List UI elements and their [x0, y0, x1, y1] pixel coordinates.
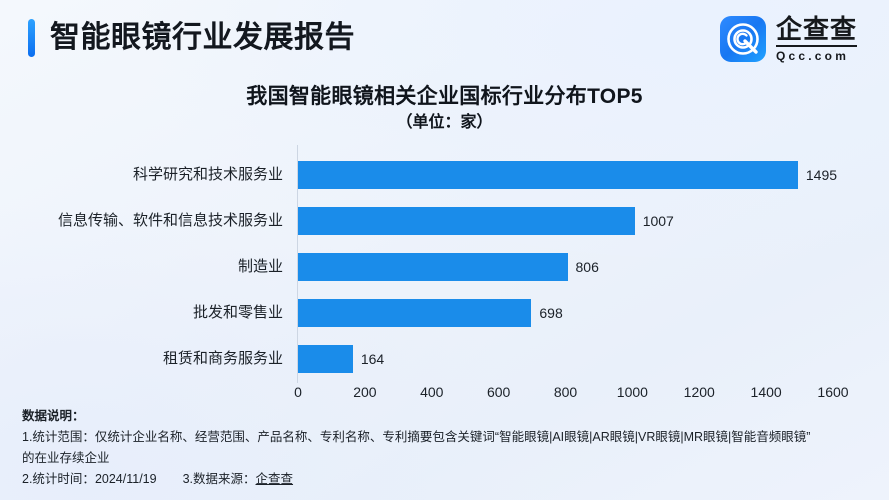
bar-value-label: 1007 — [642, 213, 674, 229]
bar-container: 1495 — [298, 152, 837, 198]
bar-value-label: 1495 — [805, 167, 838, 183]
x-axis-tick-label: 200 — [353, 384, 377, 400]
footer-source-value[interactable]: 企查查 — [255, 472, 294, 486]
x-axis-tick-label: 1600 — [817, 384, 849, 400]
brand-text: 企查查 Qcc.com — [775, 14, 857, 62]
footer-stat-time-label: 2.统计时间： — [22, 472, 95, 486]
bar[interactable] — [298, 207, 635, 235]
x-axis-tick-label: 0 — [294, 384, 302, 400]
bar-row: 制造业 806 — [0, 244, 889, 290]
bar[interactable] — [298, 299, 532, 327]
x-axis-tick-label: 1000 — [616, 384, 648, 400]
y-axis-line — [297, 145, 298, 383]
page-title: 智能眼镜行业发展报告 — [50, 21, 355, 54]
bar-value-label: 806 — [575, 259, 599, 275]
footer-notes: 数据说明： 1.统计范围：仅统计企业名称、经营范围、产品名称、专利名称、专利摘要… — [22, 406, 882, 490]
bar-container: 806 — [298, 244, 599, 290]
bar-value-label: 698 — [539, 305, 563, 321]
x-axis-tick-label: 1400 — [750, 384, 782, 400]
bar[interactable] — [298, 161, 798, 189]
bar-container: 1007 — [298, 198, 674, 244]
chart-title: 我国智能眼镜相关企业国标行业分布TOP5 — [246, 85, 643, 108]
bar-category-label: 科学研究和技术服务业 — [132, 166, 283, 183]
bar[interactable] — [298, 253, 568, 281]
page-header: 智能眼镜行业发展报告 企查查 Qcc.com — [0, 0, 889, 76]
bar-container: 698 — [298, 290, 563, 336]
brand-logo: 企查查 Qcc.com — [719, 14, 857, 62]
brand-name-cn: 企查查 — [775, 14, 857, 44]
x-axis-tick-label: 800 — [553, 384, 578, 400]
bar-category-label: 租赁和商务服务业 — [162, 350, 283, 367]
bar[interactable] — [298, 345, 353, 373]
x-axis: 0 200 400 600 800 1000 1200 1400 1600 — [0, 384, 889, 406]
brand-name-en: Qcc.com — [775, 45, 857, 62]
footer-heading: 数据说明： — [22, 409, 85, 423]
bar-row: 批发和零售业 698 — [0, 290, 889, 336]
footer-stat-time-value: 2024/11/19 — [94, 472, 157, 486]
bar-row: 租赁和商务服务业 164 — [0, 336, 889, 382]
bar-category-label: 信息传输、软件和信息技术服务业 — [57, 212, 283, 229]
bar-chart: 科学研究和技术服务业 1495 信息传输、软件和信息技术服务业 1007 制造业 806 批… — [0, 140, 889, 390]
x-axis-tick-label: 1200 — [683, 384, 715, 400]
bar-container: 164 — [298, 336, 384, 382]
x-axis-tick-label: 600 — [486, 384, 511, 400]
x-axis-tick-label: 400 — [420, 384, 444, 400]
bar-category-label: 制造业 — [237, 258, 283, 275]
footer-note-1-continued: 的在业存续企业 — [22, 451, 110, 465]
bar-row: 科学研究和技术服务业 1495 — [0, 152, 889, 198]
bar-row: 信息传输、软件和信息技术服务业 1007 — [0, 198, 889, 244]
bar-category-label: 批发和零售业 — [192, 304, 283, 321]
title-accent-bar — [28, 19, 35, 57]
chart-subtitle: （单位：家） — [396, 114, 493, 131]
bar-value-label: 164 — [360, 351, 385, 367]
footer-note-2-3: 2.统计时间：2024/11/19 3.数据来源：企查查 — [22, 469, 882, 490]
qcc-circle-logo-icon — [719, 16, 766, 62]
footer-note-1: 1.统计范围：仅统计企业名称、经营范围、产品名称、专利名称、专利摘要包含关键词“… — [22, 430, 811, 444]
footer-source-label: 3.数据来源： — [182, 472, 256, 486]
